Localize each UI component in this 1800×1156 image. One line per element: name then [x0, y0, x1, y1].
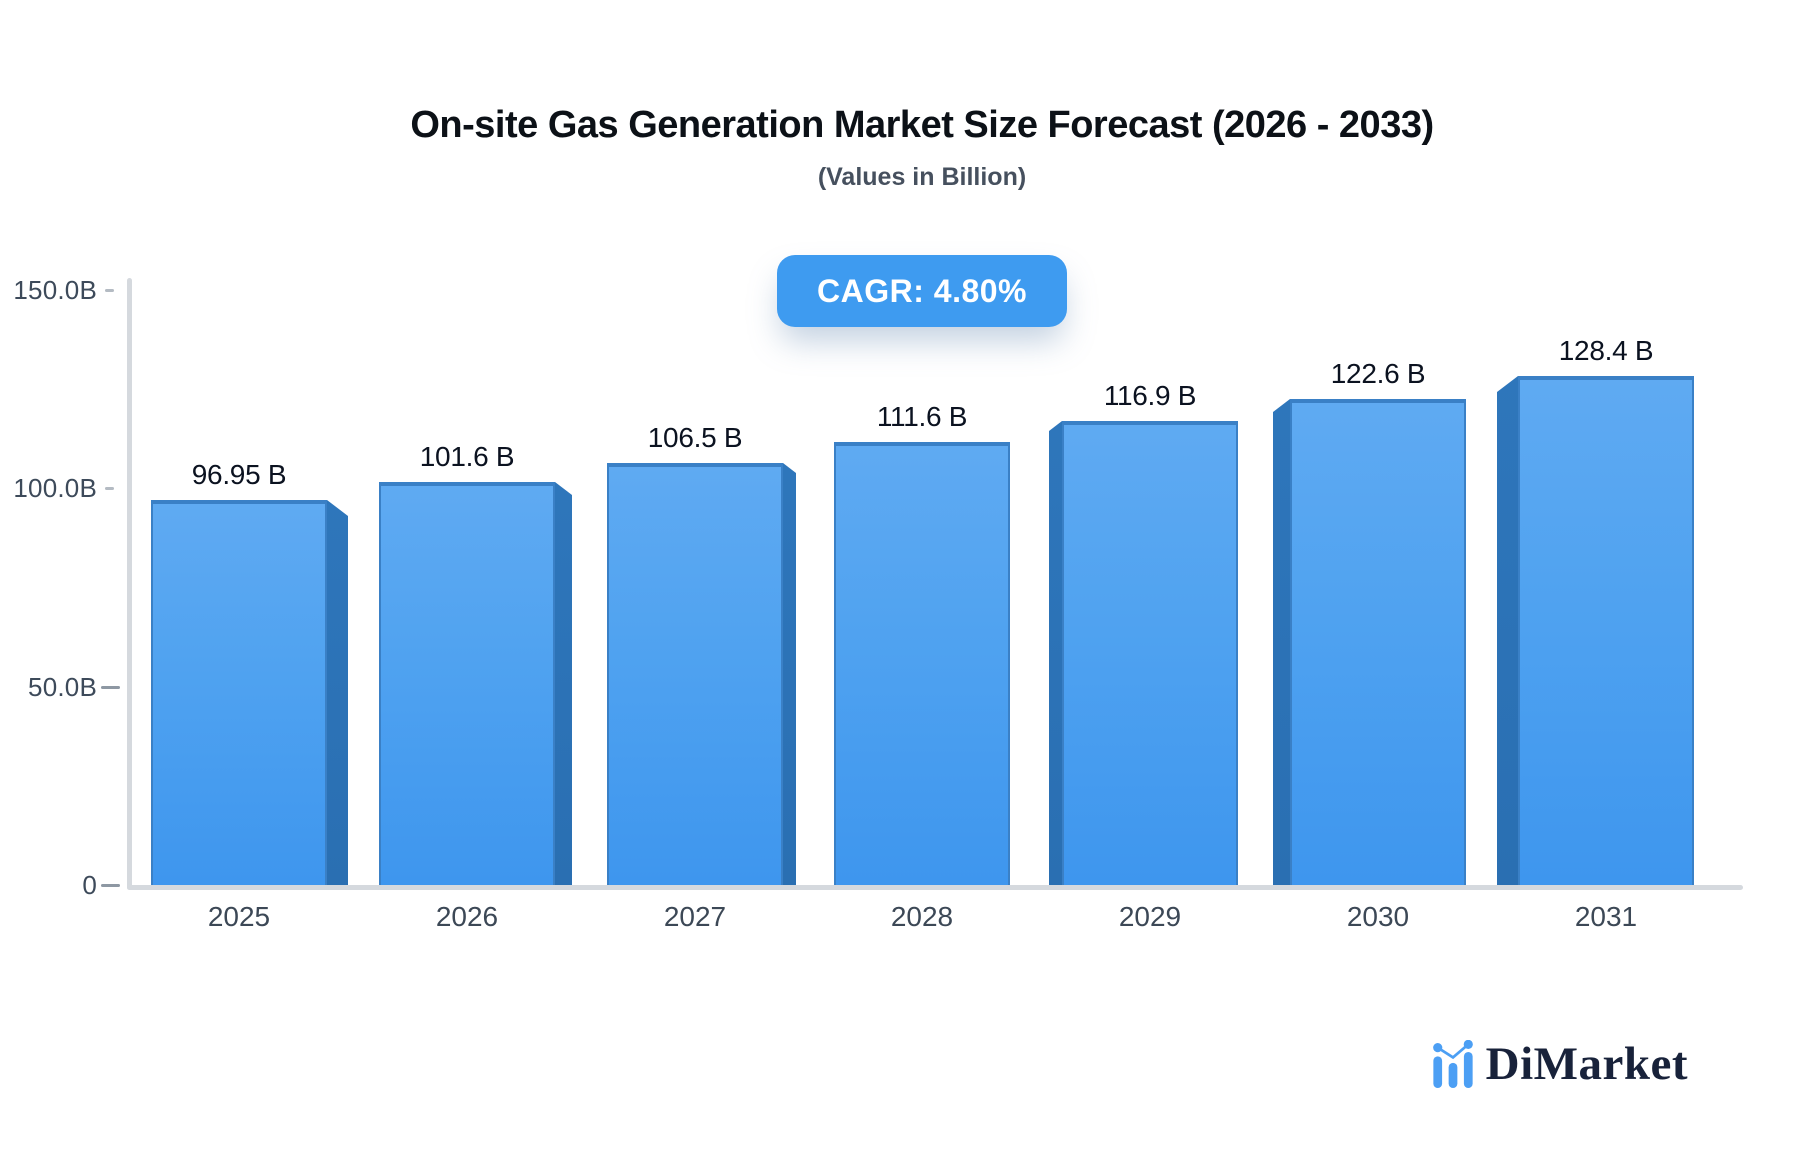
x-axis-label-2030: 2030: [1346, 901, 1410, 932]
x-axis-line: [127, 885, 1743, 890]
y-tick-label: 50.0B: [28, 671, 97, 702]
y-tick-mark: [101, 884, 120, 887]
bar-side-3d: [783, 463, 796, 885]
x-axis-label-2031: 2031: [1574, 901, 1638, 932]
bar-2027: [607, 463, 783, 885]
bar-2025: [151, 500, 327, 885]
bar-value-label: 111.6 B: [876, 401, 968, 432]
x-axis-label-2026: 2026: [435, 901, 499, 932]
bar-value-label: 116.9 B: [1103, 380, 1197, 411]
x-axis-label-2028: 2028: [890, 901, 954, 932]
y-axis-line: [127, 278, 132, 890]
bar-value-label: 128.4 B: [1558, 335, 1654, 366]
bar-value-label: 101.6 B: [419, 441, 515, 472]
bar-chart-logo-icon: [1432, 1040, 1473, 1088]
x-axis-label-2029: 2029: [1118, 901, 1182, 932]
bar-side-3d: [1049, 421, 1062, 885]
bar-2030: [1290, 399, 1466, 885]
bar-value-label: 106.5 B: [647, 422, 743, 453]
chart-subtitle: (Values in Billion): [817, 163, 1027, 191]
bar-value-label: 96.95 B: [191, 459, 287, 490]
y-tick-mark: [105, 289, 114, 292]
bar-side-3d: [327, 500, 348, 885]
y-tick-mark: [105, 487, 114, 491]
y-tick-mark: [101, 685, 120, 689]
bar-2028: [834, 442, 1010, 885]
x-axis-label-2027: 2027: [663, 901, 727, 932]
bar-side-3d: [1273, 399, 1290, 885]
bar-2026: [379, 482, 555, 885]
bar-2029: [1062, 421, 1238, 885]
chart-title: On-site Gas Generation Market Size Forec…: [410, 104, 1434, 146]
x-axis-label-2025: 2025: [207, 901, 271, 932]
y-tick-label: 150.0B: [13, 275, 97, 305]
cagr-badge: CAGR: 4.80%: [777, 255, 1067, 327]
bar-value-label: 122.6 B: [1330, 358, 1426, 389]
y-tick-label: 0: [82, 870, 97, 900]
brand-logo: DiMarket: [1432, 1036, 1688, 1092]
bar-side-3d: [1497, 376, 1518, 885]
bar-side-3d: [555, 482, 572, 885]
y-tick-label: 100.0B: [13, 473, 97, 504]
brand-logo-text: DiMarket: [1485, 1038, 1688, 1090]
bar-2031: [1518, 376, 1694, 885]
